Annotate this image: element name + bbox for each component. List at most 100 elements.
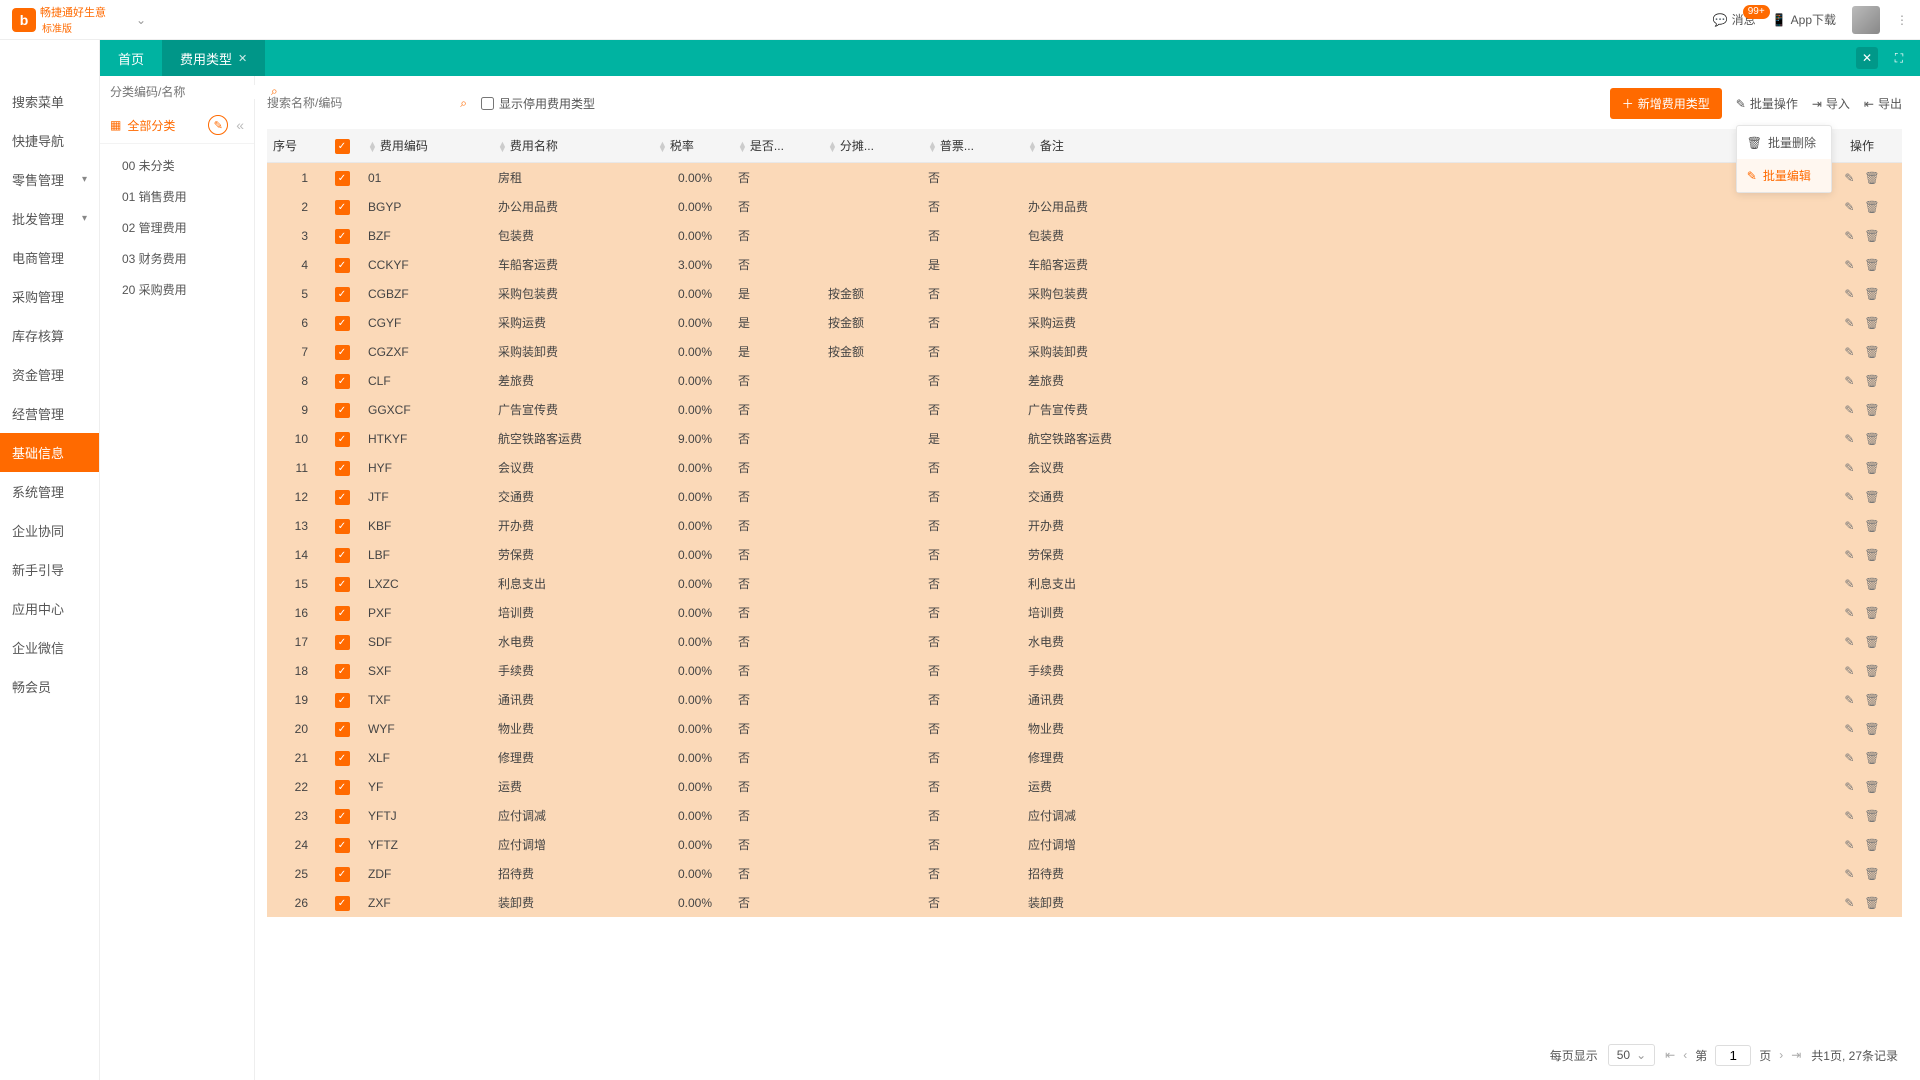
collapse-panel-icon[interactable]: «	[236, 117, 244, 133]
row-edit-icon[interactable]: ✎	[1844, 258, 1854, 272]
tab-fee-type[interactable]: 费用类型 ✕	[162, 40, 265, 76]
checkbox-icon[interactable]: ✓	[335, 258, 350, 273]
table-row[interactable]: 13✓KBF开办费0.00%否否开办费✎🗑	[267, 511, 1902, 540]
checkbox-icon[interactable]: ✓	[335, 577, 350, 592]
table-row[interactable]: 26✓ZXF装卸费0.00%否否装卸费✎🗑	[267, 888, 1902, 917]
row-edit-icon[interactable]: ✎	[1844, 896, 1854, 910]
col-remark[interactable]: ▲▼备注	[1022, 129, 1822, 163]
page-next-icon[interactable]: ›	[1779, 1048, 1783, 1062]
row-edit-icon[interactable]: ✎	[1844, 461, 1854, 475]
row-edit-icon[interactable]: ✎	[1844, 345, 1854, 359]
row-delete-icon[interactable]: 🗑	[1864, 171, 1879, 185]
close-icon[interactable]: ✕	[238, 52, 247, 65]
sidemenu-item[interactable]: 快捷导航	[0, 121, 99, 160]
sidemenu-item[interactable]: 系统管理	[0, 472, 99, 511]
app-download-button[interactable]: 📱 App下载	[1772, 11, 1836, 28]
sidemenu-item[interactable]: 新手引导	[0, 550, 99, 589]
table-row[interactable]: 12✓JTF交通费0.00%否否交通费✎🗑	[267, 482, 1902, 511]
row-edit-icon[interactable]: ✎	[1844, 809, 1854, 823]
row-delete-icon[interactable]: 🗑	[1864, 461, 1879, 475]
checkbox-icon[interactable]: ✓	[335, 374, 350, 389]
row-edit-icon[interactable]: ✎	[1844, 287, 1854, 301]
row-delete-icon[interactable]: 🗑	[1864, 490, 1879, 504]
row-delete-icon[interactable]: 🗑	[1864, 751, 1879, 765]
cell-checkbox[interactable]: ✓	[322, 395, 362, 424]
search-icon[interactable]: ⌕	[460, 96, 467, 111]
table-row[interactable]: 11✓HYF会议费0.00%否否会议费✎🗑	[267, 453, 1902, 482]
row-delete-icon[interactable]: 🗑	[1864, 287, 1879, 301]
row-edit-icon[interactable]: ✎	[1844, 780, 1854, 794]
row-edit-icon[interactable]: ✎	[1844, 548, 1854, 562]
table-row[interactable]: 14✓LBF劳保费0.00%否否劳保费✎🗑	[267, 540, 1902, 569]
messages-button[interactable]: 💬 消息 99+	[1713, 11, 1756, 28]
row-delete-icon[interactable]: 🗑	[1864, 432, 1879, 446]
page-first-icon[interactable]: ⇤	[1665, 1048, 1675, 1062]
row-edit-icon[interactable]: ✎	[1844, 490, 1854, 504]
row-edit-icon[interactable]: ✎	[1844, 606, 1854, 620]
category-item[interactable]: 02 管理费用	[100, 212, 254, 243]
add-fee-type-button[interactable]: ＋ 新增费用类型	[1610, 88, 1722, 119]
sidemenu-item[interactable]: 电商管理	[0, 238, 99, 277]
checkbox-all-icon[interactable]: ✓	[335, 139, 350, 154]
row-delete-icon[interactable]: 🗑	[1864, 867, 1879, 881]
row-delete-icon[interactable]: 🗑	[1864, 374, 1879, 388]
row-delete-icon[interactable]: 🗑	[1864, 664, 1879, 678]
row-delete-icon[interactable]: 🗑	[1864, 316, 1879, 330]
row-edit-icon[interactable]: ✎	[1844, 838, 1854, 852]
table-row[interactable]: 2✓BGYP办公用品费0.00%否否办公用品费✎🗑	[267, 192, 1902, 221]
checkbox-icon[interactable]: ✓	[335, 548, 350, 563]
export-button[interactable]: ⇤ 导出	[1864, 95, 1902, 112]
row-delete-icon[interactable]: 🗑	[1864, 548, 1879, 562]
row-edit-icon[interactable]: ✎	[1844, 722, 1854, 736]
page-input[interactable]	[1715, 1045, 1751, 1066]
sidemenu-item[interactable]: 资金管理	[0, 355, 99, 394]
checkbox-icon[interactable]: ✓	[335, 461, 350, 476]
sidemenu-item[interactable]: 经营管理	[0, 394, 99, 433]
table-row[interactable]: 24✓YFTZ应付调增0.00%否否应付调增✎🗑	[267, 830, 1902, 859]
row-delete-icon[interactable]: 🗑	[1864, 896, 1879, 910]
table-row[interactable]: 23✓YFTJ应付调减0.00%否否应付调减✎🗑	[267, 801, 1902, 830]
sidemenu-item[interactable]: 采购管理	[0, 277, 99, 316]
table-row[interactable]: 25✓ZDF招待费0.00%否否招待费✎🗑	[267, 859, 1902, 888]
tabs-close-all-button[interactable]: ✕	[1856, 47, 1878, 69]
avatar[interactable]	[1852, 6, 1880, 34]
col-name[interactable]: ▲▼费用名称	[492, 129, 652, 163]
cell-checkbox[interactable]: ✓	[322, 859, 362, 888]
cell-checkbox[interactable]: ✓	[322, 656, 362, 685]
table-row[interactable]: 19✓TXF通讯费0.00%否否通讯费✎🗑	[267, 685, 1902, 714]
cell-checkbox[interactable]: ✓	[322, 163, 362, 193]
checkbox-icon[interactable]: ✓	[335, 287, 350, 302]
checkbox-icon[interactable]: ✓	[335, 809, 350, 824]
cell-checkbox[interactable]: ✓	[322, 598, 362, 627]
row-delete-icon[interactable]: 🗑	[1864, 403, 1879, 417]
sidemenu-item[interactable]: 零售管理▾	[0, 160, 99, 199]
checkbox-icon[interactable]: ✓	[335, 171, 350, 186]
per-page-select[interactable]: 50 ⌄	[1608, 1044, 1655, 1066]
checkbox-icon[interactable]: ✓	[335, 200, 350, 215]
table-search-input[interactable]	[267, 96, 454, 110]
table-row[interactable]: 17✓SDF水电费0.00%否否水电费✎🗑	[267, 627, 1902, 656]
page-last-icon[interactable]: ⇥	[1791, 1048, 1801, 1062]
cell-checkbox[interactable]: ✓	[322, 714, 362, 743]
checkbox-icon[interactable]: ✓	[335, 635, 350, 650]
table-row[interactable]: 18✓SXF手续费0.00%否否手续费✎🗑	[267, 656, 1902, 685]
row-delete-icon[interactable]: 🗑	[1864, 809, 1879, 823]
row-edit-icon[interactable]: ✎	[1844, 664, 1854, 678]
cell-checkbox[interactable]: ✓	[322, 743, 362, 772]
batch-delete-item[interactable]: 🗑 批量删除	[1737, 126, 1831, 159]
tab-home[interactable]: 首页	[100, 40, 162, 76]
cell-checkbox[interactable]: ✓	[322, 801, 362, 830]
row-delete-icon[interactable]: 🗑	[1864, 722, 1879, 736]
checkbox-icon[interactable]: ✓	[335, 490, 350, 505]
sidemenu-item[interactable]: 基础信息	[0, 433, 99, 472]
row-delete-icon[interactable]: 🗑	[1864, 519, 1879, 533]
edit-categories-icon[interactable]: ✎	[208, 115, 228, 135]
checkbox-icon[interactable]: ✓	[335, 316, 350, 331]
table-row[interactable]: 16✓PXF培训费0.00%否否培训费✎🗑	[267, 598, 1902, 627]
fullscreen-icon[interactable]: ⛶	[1888, 47, 1910, 69]
checkbox-icon[interactable]: ✓	[335, 432, 350, 447]
cell-checkbox[interactable]: ✓	[322, 192, 362, 221]
row-edit-icon[interactable]: ✎	[1844, 693, 1854, 707]
row-edit-icon[interactable]: ✎	[1844, 316, 1854, 330]
row-delete-icon[interactable]: 🗑	[1864, 577, 1879, 591]
